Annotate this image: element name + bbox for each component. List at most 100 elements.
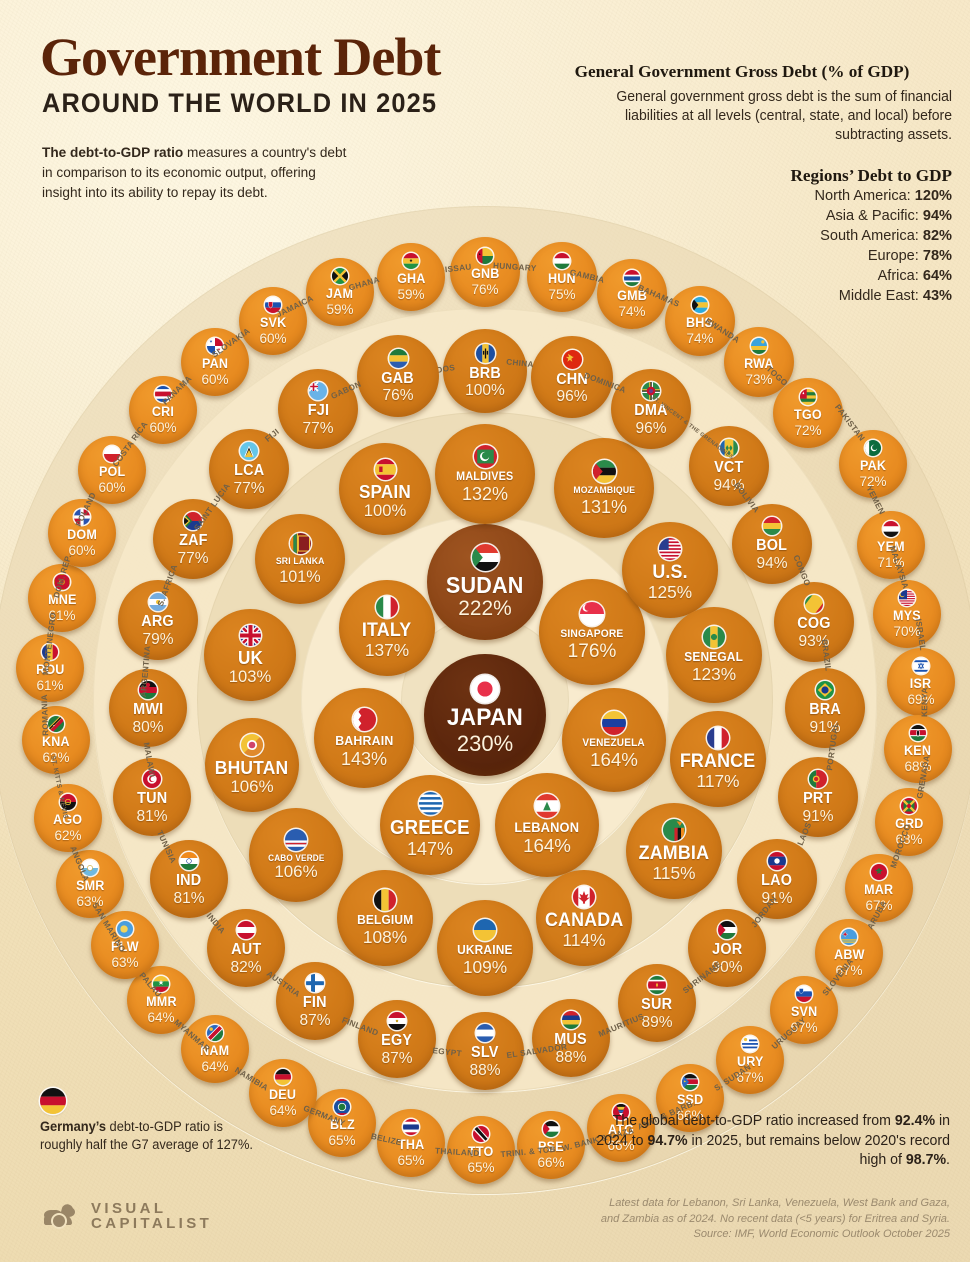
bubble-vct[interactable]: VCT 94% xyxy=(689,426,769,506)
bubble-label: MMR xyxy=(145,994,177,1009)
bubble-arg[interactable]: ARG 79% xyxy=(118,580,198,660)
bubble-mys[interactable]: MYS 70% xyxy=(873,580,941,648)
bubble-tha[interactable]: THA 65% xyxy=(377,1109,445,1177)
bubble-ury[interactable]: URY 67% xyxy=(716,1026,784,1094)
bubble-prt[interactable]: PRT 91% xyxy=(778,757,858,837)
bubble-dom[interactable]: DOM 60% xyxy=(48,499,116,567)
bubble-mus[interactable]: MUS 88% xyxy=(532,999,610,1077)
bubble-egy[interactable]: EGY 87% xyxy=(358,1000,436,1078)
bubble-gha[interactable]: GHA 59% xyxy=(377,243,445,311)
bubble-bhs[interactable]: BHS 74% xyxy=(665,286,735,356)
bubble-tgo[interactable]: TGO 72% xyxy=(773,378,843,448)
bubble-can[interactable]: CANADA 114% xyxy=(536,870,632,966)
bubble-label: BELGIUM xyxy=(356,912,414,928)
bubble-dma[interactable]: DMA 96% xyxy=(611,369,691,449)
bubble-deu[interactable]: DEU 64% xyxy=(249,1059,317,1127)
bubble-sdn[interactable]: SUDAN 222% xyxy=(427,524,543,640)
bubble-svk[interactable]: SVK 60% xyxy=(239,287,307,355)
bubble-label: JAM xyxy=(326,286,354,301)
bubble-kna[interactable]: KNA 62% xyxy=(22,706,90,774)
bubble-sen[interactable]: SENEGAL 123% xyxy=(666,607,762,703)
bubble-hun[interactable]: HUN 75% xyxy=(527,242,597,312)
bubble-jor[interactable]: JOR 90% xyxy=(688,909,766,987)
bubble-brb[interactable]: BRB 100% xyxy=(443,329,527,413)
germany-note: Germany’s debt-to-GDP ratio is roughly h… xyxy=(40,1118,270,1154)
bubble-smr[interactable]: SMR 63% xyxy=(56,850,124,918)
flag-icon-jm xyxy=(332,268,348,284)
bubble-lao[interactable]: LAO 91% xyxy=(737,839,817,919)
bubble-ita[interactable]: ITALY 137% xyxy=(339,580,435,676)
bubble-pan[interactable]: PAN 60% xyxy=(181,328,249,396)
bubble-btn[interactable]: BHUTAN 106% xyxy=(205,718,299,812)
bubble-jam[interactable]: JAM 59% xyxy=(306,258,374,326)
bubble-gmb[interactable]: GMB 74% xyxy=(597,259,667,329)
region-name: South America: xyxy=(820,226,923,244)
bubble-value: 77% xyxy=(177,549,209,567)
bubble-blz[interactable]: BLZ 65% xyxy=(308,1089,376,1157)
bubble-tto[interactable]: TTO 65% xyxy=(447,1116,515,1184)
bubble-bel[interactable]: BELGIUM 108% xyxy=(337,870,433,966)
bubble-bra[interactable]: BRA 91% xyxy=(785,668,865,748)
bubble-sgp[interactable]: SINGAPORE 176% xyxy=(539,579,645,685)
bubble-lca[interactable]: LCA 77% xyxy=(209,429,289,509)
bubble-ven[interactable]: VENEZUELA 164% xyxy=(562,688,666,792)
bubble-fin[interactable]: FIN 87% xyxy=(276,962,354,1040)
bubble-cri[interactable]: CRI 60% xyxy=(129,376,197,444)
bubble-sur[interactable]: SUR 89% xyxy=(618,964,696,1042)
bubble-jpn[interactable]: JAPAN 230% xyxy=(424,654,546,776)
bubble-ukr[interactable]: UKRAINE 109% xyxy=(437,900,533,996)
bubble-moz[interactable]: MOZAMBIQUE 131% xyxy=(554,438,654,538)
flag-icon-ps xyxy=(543,1121,559,1137)
bubble-bhr[interactable]: BAHRAIN 143% xyxy=(314,688,414,788)
bubble-lka[interactable]: SRI LANKA 101% xyxy=(255,514,345,604)
bubble-atg[interactable]: ATG 66% xyxy=(587,1094,655,1162)
bubble-tun[interactable]: TUN 81% xyxy=(113,758,191,836)
bubble-rou[interactable]: ROU 61% xyxy=(16,634,84,702)
flag-icon-bs xyxy=(692,297,708,313)
bubble-mar[interactable]: MAR 67% xyxy=(845,854,913,922)
bubble-gbr[interactable]: UK 103% xyxy=(204,609,296,701)
bubble-rwa[interactable]: RWA 73% xyxy=(724,327,794,397)
bubble-esp[interactable]: SPAIN 100% xyxy=(339,443,431,535)
global-note-text: . xyxy=(946,1152,950,1169)
bubble-gab[interactable]: GAB 76% xyxy=(357,335,439,417)
bubble-bol[interactable]: BOL 94% xyxy=(732,504,812,584)
bubble-mwi[interactable]: MWI 80% xyxy=(109,669,187,747)
bubble-yem[interactable]: YEM 71% xyxy=(857,511,925,579)
bubble-ind[interactable]: IND 81% xyxy=(150,840,228,918)
source-line-3: Source: IMF, World Economic Outlook Octo… xyxy=(693,1228,950,1240)
bubble-ssd[interactable]: SSD 66% xyxy=(656,1064,724,1132)
bubble-mne[interactable]: MNE 61% xyxy=(28,564,96,632)
bubble-aut[interactable]: AUT 82% xyxy=(207,909,285,987)
bubble-svn[interactable]: SVN 67% xyxy=(770,976,838,1044)
bubble-isr[interactable]: ISR 69% xyxy=(887,648,955,716)
bubble-cpv[interactable]: CABO VERDE 106% xyxy=(249,808,343,902)
bubble-fji[interactable]: FJI 77% xyxy=(278,369,358,449)
bubble-ken[interactable]: KEN 68% xyxy=(884,715,952,783)
bubble-zmb[interactable]: ZAMBIA 115% xyxy=(626,803,722,899)
bubble-value: 62% xyxy=(42,749,70,765)
bubble-mmr[interactable]: MMR 64% xyxy=(127,966,195,1034)
bubble-pse[interactable]: PSE 66% xyxy=(517,1111,585,1179)
bubble-cog[interactable]: COG 93% xyxy=(774,582,854,662)
bubble-pol[interactable]: POL 60% xyxy=(78,436,146,504)
bubble-lbn[interactable]: LEBANON 164% xyxy=(495,773,599,877)
bubble-plw[interactable]: PLW 63% xyxy=(91,911,159,979)
bubble-pak[interactable]: PAK 72% xyxy=(839,430,907,498)
bubble-ago[interactable]: AGO 62% xyxy=(34,784,102,852)
bubble-nam[interactable]: NAM 64% xyxy=(181,1015,249,1083)
source-line-1: Latest data for Lebanon, Sri Lanka, Vene… xyxy=(609,1197,950,1209)
bubble-grd[interactable]: GRD 68% xyxy=(875,788,943,856)
bubble-gnb[interactable]: GNB 76% xyxy=(450,237,520,307)
bubble-usa[interactable]: U.S. 125% xyxy=(622,522,718,618)
bubble-chn[interactable]: CHN 96% xyxy=(531,336,613,418)
bubble-zaf[interactable]: ZAF 77% xyxy=(153,499,233,579)
bubble-label: PSE xyxy=(538,1139,564,1154)
bubble-slv[interactable]: SLV 88% xyxy=(446,1012,524,1090)
bubble-abw[interactable]: ABW 67% xyxy=(815,919,883,987)
bubble-label: MOZAMBIQUE xyxy=(573,485,635,496)
region-value: 64% xyxy=(922,266,952,284)
bubble-grc[interactable]: GREECE 147% xyxy=(380,775,480,875)
bubble-fra[interactable]: FRANCE 117% xyxy=(670,711,766,807)
bubble-mdv[interactable]: MALDIVES 132% xyxy=(435,424,535,524)
